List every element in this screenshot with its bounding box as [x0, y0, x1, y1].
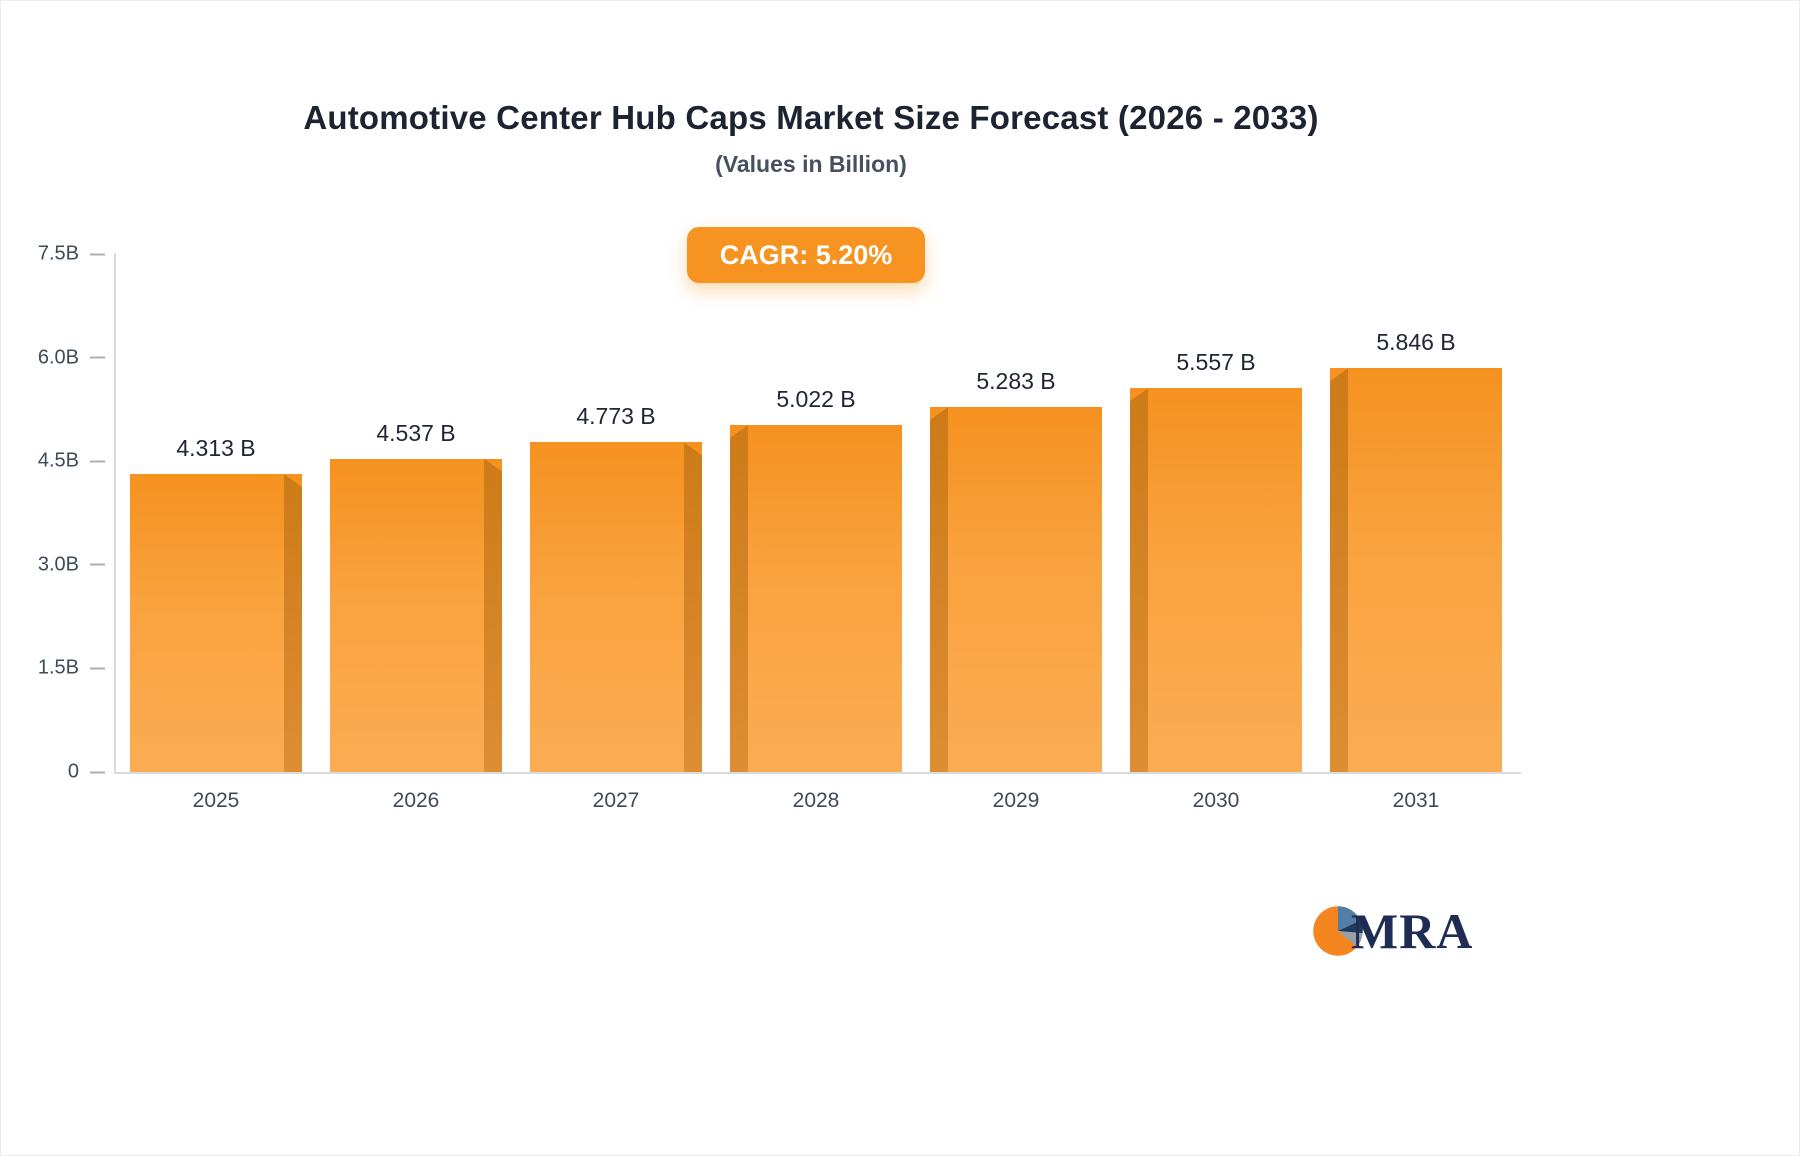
y-axis: 0 1.5B 3.0B 4.5B 6.0B 7.5B: [1, 243, 105, 783]
y-tick-7.5B: 7.5B: [38, 243, 105, 266]
bar-group-2025: 4.313 B: [116, 254, 316, 772]
bar-group-2029: 5.283 B: [916, 254, 1116, 772]
bar-value-label-2028: 5.022 B: [776, 386, 856, 413]
x-axis-labels: 2025 2026 2027 2028 2029 2030 2031: [116, 789, 1516, 813]
y-tick-label: 6.0B: [37, 346, 79, 369]
y-tick-mark: [90, 771, 105, 773]
y-tick-label: 7.5B: [37, 242, 79, 265]
chart-subtitle: (Values in Billion): [715, 151, 907, 177]
bar-value-label-2030: 5.557 B: [1176, 349, 1256, 376]
bar-value-label-2027: 4.773 B: [576, 403, 656, 430]
x-axis-line: [114, 772, 1521, 774]
x-axis-label-2028: 2028: [792, 789, 840, 812]
y-tick-3.0B: 3.0B: [38, 553, 105, 576]
bar-2029: 5.283 B: [930, 368, 1102, 772]
bar-2025: 4.313 B: [130, 435, 302, 772]
y-tick-mark: [90, 356, 105, 359]
bar-value-label-2026: 4.537 B: [376, 419, 456, 446]
brand-logo: MRA: [1311, 902, 1473, 960]
bar-plot-area: 4.313 B 4.537 B 4.773 B 5.022 B 5.283 B 5.557…: [116, 254, 1516, 772]
x-axis-label-2031: 2031: [1392, 789, 1440, 812]
x-axis-label-2030: 2030: [1192, 789, 1240, 812]
bar-group-2026: 4.537 B: [316, 254, 516, 772]
bar-group-2027: 4.773 B: [516, 254, 716, 772]
bar-2026: 4.537 B: [330, 420, 502, 772]
y-tick-label: 4.5B: [37, 449, 79, 472]
y-tick-4.5B: 4.5B: [38, 450, 105, 473]
bar-2027: 4.773 B: [530, 403, 702, 772]
y-axis-line: [114, 253, 116, 774]
y-tick-label: 3.0B: [37, 553, 79, 576]
brand-logo-text: MRA: [1351, 903, 1474, 959]
cagr-badge: CAGR: 5.20%: [687, 227, 925, 283]
y-tick-mark: [90, 253, 105, 255]
x-axis-label-2029: 2029: [992, 789, 1040, 812]
bar-group-2031: 5.846 B: [1316, 254, 1516, 772]
y-tick-6.0B: 6.0B: [38, 346, 105, 369]
bar-value-label-2025: 4.313 B: [176, 435, 256, 462]
bar-2030: 5.557 B: [1130, 349, 1302, 772]
x-axis-label-2026: 2026: [392, 789, 440, 812]
bar-2031: 5.846 B: [1330, 329, 1502, 772]
bar-value-label-2029: 5.283 B: [976, 368, 1056, 395]
y-tick-0: 0: [68, 761, 105, 784]
bar-group-2030: 5.557 B: [1116, 254, 1316, 772]
y-tick-label: 1.5B: [37, 656, 79, 679]
bar-group-2028: 5.022 B: [716, 254, 916, 772]
y-tick-1.5B: 1.5B: [38, 657, 105, 680]
y-tick-mark: [90, 563, 105, 566]
y-tick-mark: [90, 460, 105, 463]
pie-logo-icon: [1313, 906, 1363, 956]
y-tick-mark: [90, 667, 105, 670]
x-axis-label-2027: 2027: [592, 789, 640, 812]
chart-title: Automotive Center Hub Caps Market Size F…: [303, 99, 1319, 136]
bar-value-label-2031: 5.846 B: [1376, 329, 1456, 356]
x-axis-label-2025: 2025: [192, 789, 240, 812]
bar-2028: 5.022 B: [730, 386, 902, 772]
y-tick-label: 0: [67, 760, 79, 783]
